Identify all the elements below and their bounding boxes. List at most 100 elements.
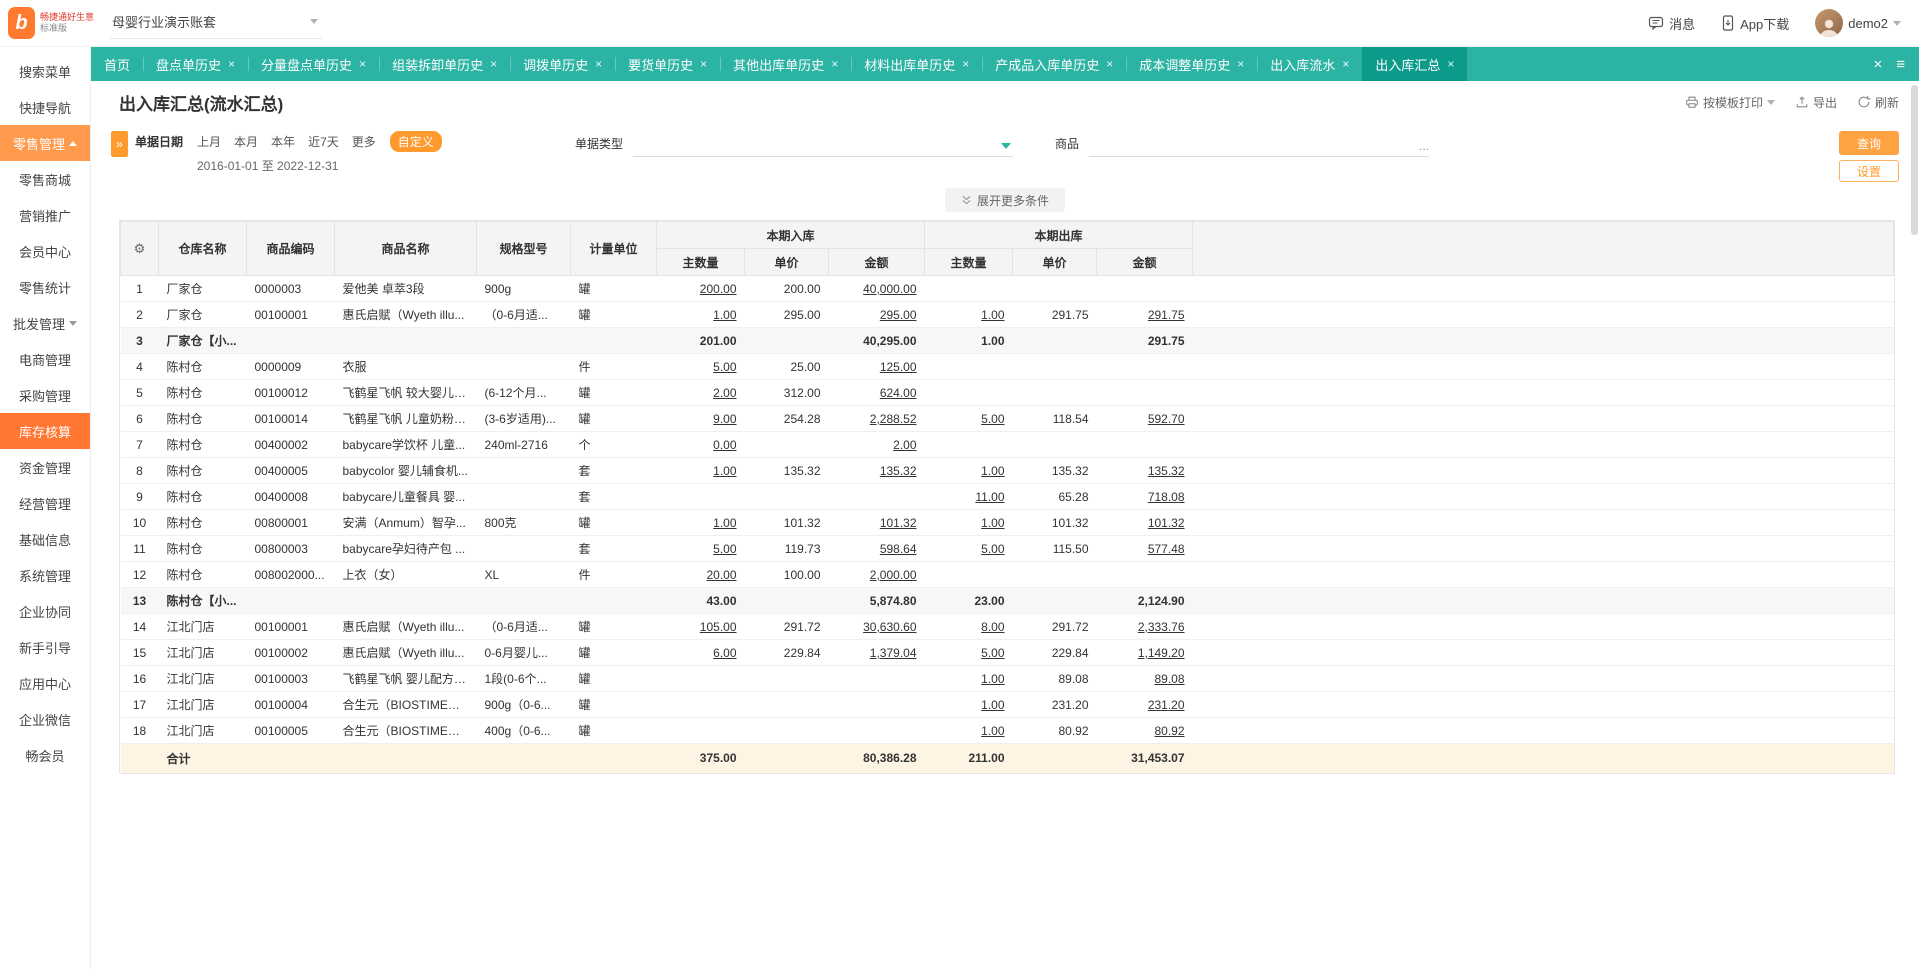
sidebar-item-营销推广[interactable]: 营销推广 xyxy=(0,197,90,233)
custom-date-button[interactable]: 自定义 xyxy=(389,131,442,152)
drill-down-link[interactable]: 2,288.52 xyxy=(828,405,925,432)
date-option-本月[interactable]: 本月 xyxy=(234,135,259,149)
user-menu[interactable]: demo2 xyxy=(1815,9,1901,37)
drill-down-link[interactable]: 2,333.76 xyxy=(1096,613,1193,640)
sidebar-item-畅会员[interactable]: 畅会员 xyxy=(0,737,90,773)
expand-more-conditions-button[interactable]: 展开更多条件 xyxy=(944,188,1065,212)
account-book-select[interactable]: 母婴行业演示账套 xyxy=(110,8,322,39)
table-row[interactable]: 2 厂家仓 00100001 惠氏启赋（Wyeth illu... （0-6月适... 罐… xyxy=(120,301,1894,328)
export-button[interactable]: 导出 xyxy=(1795,94,1837,111)
date-option-本年[interactable]: 本年 xyxy=(271,135,296,149)
sidebar-item-零售管理[interactable]: 零售管理 xyxy=(0,125,90,161)
drill-down-link[interactable]: 1.00 xyxy=(924,457,1013,484)
tab-close-icon[interactable]: × xyxy=(228,57,236,71)
tab-close-icon[interactable]: × xyxy=(1106,57,1114,71)
sidebar-item-批发管理[interactable]: 批发管理 xyxy=(0,305,90,341)
subtotal-row[interactable]: 13 陈村仓【小... 43.00 5,874.80 23.00 2,124.90 xyxy=(120,587,1894,614)
date-option-近7天[interactable]: 近7天 xyxy=(308,135,339,149)
sidebar-item-新手引导[interactable]: 新手引导 xyxy=(0,629,90,665)
table-row[interactable]: 18 江北门店 00100005 合生元（BIOSTIME）... 400g（0-6..… xyxy=(120,717,1894,744)
drill-down-link[interactable]: 89.08 xyxy=(1096,665,1193,692)
drill-down-link[interactable]: 1.00 xyxy=(924,665,1013,692)
tab-close-icon[interactable]: × xyxy=(962,57,970,71)
sidebar-item-企业微信[interactable]: 企业微信 xyxy=(0,701,90,737)
table-row[interactable]: 8 陈村仓 00400005 babycolor 婴儿辅食机... 套 1.00 135.3… xyxy=(120,457,1894,484)
drill-down-link[interactable]: 5.00 xyxy=(924,535,1013,562)
tab-close-icon[interactable]: × xyxy=(1237,57,1245,71)
sidebar-item-搜索菜单[interactable]: 搜索菜单 xyxy=(0,53,90,89)
tab-首页[interactable]: 首页 xyxy=(91,47,143,81)
table-row[interactable]: 11 陈村仓 00800003 babycare孕妇待产包 ... 套 5.00 119.7… xyxy=(120,535,1894,562)
table-row[interactable]: 17 江北门店 00100004 合生元（BIOSTIME）... 900g（0-6..… xyxy=(120,691,1894,718)
drill-down-link[interactable]: 135.32 xyxy=(828,457,925,484)
drill-down-link[interactable]: 2.00 xyxy=(828,431,925,458)
sidebar-item-零售统计[interactable]: 零售统计 xyxy=(0,269,90,305)
drill-down-link[interactable]: 5.00 xyxy=(924,405,1013,432)
drill-down-link[interactable]: 0.00 xyxy=(656,431,745,458)
table-row[interactable]: 9 陈村仓 00400008 babycare儿童餐具 婴... 套 11.00 65.28… xyxy=(120,483,1894,510)
sidebar-item-资金管理[interactable]: 资金管理 xyxy=(0,449,90,485)
table-row[interactable]: 6 陈村仓 00100014 飞鹤星飞帆 儿童奶粉 4... (3-6岁适用)... 罐 9… xyxy=(120,405,1894,432)
collapse-filter-panel-button[interactable]: » xyxy=(111,131,128,157)
tab-盘点单历史[interactable]: 盘点单历史 × xyxy=(143,47,248,81)
sidebar-item-会员中心[interactable]: 会员中心 xyxy=(0,233,90,269)
drill-down-link[interactable]: 30,630.60 xyxy=(828,613,925,640)
sidebar-item-快捷导航[interactable]: 快捷导航 xyxy=(0,89,90,125)
tab-close-icon[interactable]: × xyxy=(359,57,367,71)
tab-其他出库单历史[interactable]: 其他出库单历史 × xyxy=(720,47,851,81)
drill-down-link[interactable]: 1.00 xyxy=(656,509,745,536)
drill-down-link[interactable]: 1.00 xyxy=(924,717,1013,744)
more-options-icon[interactable]: ... xyxy=(1419,138,1430,153)
drill-down-link[interactable]: 5.00 xyxy=(924,639,1013,666)
drill-down-link[interactable]: 1,379.04 xyxy=(828,639,925,666)
drill-down-link[interactable]: 5.00 xyxy=(656,353,745,380)
tab-close-icon[interactable]: × xyxy=(831,57,839,71)
drill-down-link[interactable]: 295.00 xyxy=(828,301,925,328)
tab-要货单历史[interactable]: 要货单历史 × xyxy=(615,47,720,81)
drill-down-link[interactable]: 2.00 xyxy=(656,379,745,406)
sidebar-item-基础信息[interactable]: 基础信息 xyxy=(0,521,90,557)
tab-出入库汇总[interactable]: 出入库汇总 × xyxy=(1362,47,1468,81)
sidebar-item-采购管理[interactable]: 采购管理 xyxy=(0,377,90,413)
drill-down-link[interactable]: 8.00 xyxy=(924,613,1013,640)
drill-down-link[interactable]: 1.00 xyxy=(656,301,745,328)
drill-down-link[interactable]: 80.92 xyxy=(1096,717,1193,744)
tab-分量盘点单历史[interactable]: 分量盘点单历史 × xyxy=(248,47,379,81)
drill-down-link[interactable]: 1.00 xyxy=(924,691,1013,718)
drill-down-link[interactable]: 592.70 xyxy=(1096,405,1193,432)
drill-down-link[interactable]: 125.00 xyxy=(828,353,925,380)
sidebar-item-零售商城[interactable]: 零售商城 xyxy=(0,161,90,197)
doc-type-select[interactable] xyxy=(633,135,1014,157)
drill-down-link[interactable]: 101.32 xyxy=(1096,509,1193,536)
drill-down-link[interactable]: 40,000.00 xyxy=(828,275,925,302)
tab-成本调整单历史[interactable]: 成本调整单历史 × xyxy=(1126,47,1257,81)
drill-down-link[interactable]: 1,149.20 xyxy=(1096,639,1193,666)
drill-down-link[interactable]: 2,000.00 xyxy=(828,561,925,588)
sidebar-item-电商管理[interactable]: 电商管理 xyxy=(0,341,90,377)
drill-down-link[interactable]: 1.00 xyxy=(656,457,745,484)
close-all-tabs-icon[interactable]: × xyxy=(1873,55,1883,73)
sidebar-item-库存核算[interactable]: 库存核算 xyxy=(0,413,90,449)
table-row[interactable]: 7 陈村仓 00400002 babycare学饮杯 儿童... 240ml-2716 个… xyxy=(120,431,1894,458)
drill-down-link[interactable]: 231.20 xyxy=(1096,691,1193,718)
column-settings-icon[interactable]: ⚙ xyxy=(133,240,146,256)
drill-down-link[interactable]: 105.00 xyxy=(656,613,745,640)
drill-down-link[interactable]: 6.00 xyxy=(656,639,745,666)
drill-down-link[interactable]: 11.00 xyxy=(924,483,1013,510)
drill-down-link[interactable]: 624.00 xyxy=(828,379,925,406)
vertical-scrollbar[interactable] xyxy=(1911,85,1918,970)
tab-产成品入库单历史[interactable]: 产成品入库单历史 × xyxy=(982,47,1126,81)
sidebar-item-应用中心[interactable]: 应用中心 xyxy=(0,665,90,701)
table-row[interactable]: 1 厂家仓 0000003 爱他美 卓萃3段 900g 罐 200.00 200.00 40,0… xyxy=(120,275,1894,302)
query-button[interactable]: 查询 xyxy=(1839,131,1899,155)
tab-close-icon[interactable]: × xyxy=(490,57,498,71)
tab-list-menu-icon[interactable]: ≡ xyxy=(1896,55,1905,73)
tab-组装拆卸单历史[interactable]: 组装拆卸单历史 × xyxy=(379,47,510,81)
messages-button[interactable]: 消息 xyxy=(1648,14,1695,33)
drill-down-link[interactable]: 291.75 xyxy=(1096,301,1193,328)
table-row[interactable]: 10 陈村仓 00800001 安满（Anmum）智孕... 800克罐 1.00 101.… xyxy=(120,509,1894,536)
print-by-template-button[interactable]: 按模板打印 xyxy=(1685,94,1775,111)
subtotal-row[interactable]: 3 厂家仓【小... 201.00 40,295.00 1.00 291.75 xyxy=(120,327,1894,354)
tab-材料出库单历史[interactable]: 材料出库单历史 × xyxy=(851,47,982,81)
table-row[interactable]: 15 江北门店 00100002 惠氏启赋（Wyeth illu... 0-6月婴儿..… xyxy=(120,639,1894,666)
